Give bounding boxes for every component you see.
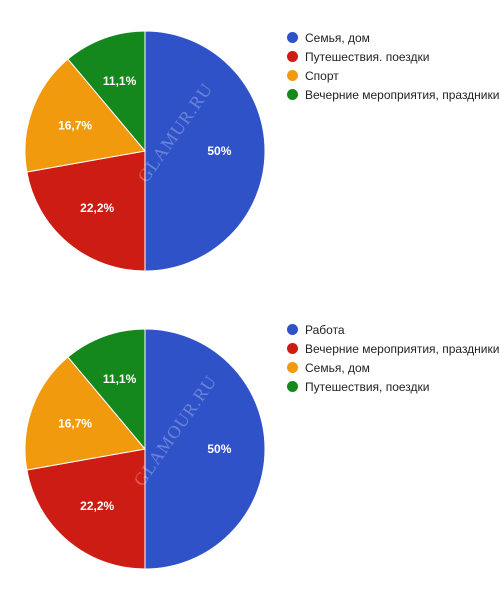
- legend-item-3: Семья, дом: [287, 358, 500, 377]
- pie-slice-2: [26, 150, 146, 272]
- legend-item-2: Путешествия. поездки: [287, 47, 500, 66]
- slice-value-label-3: 16,7%: [58, 119, 92, 133]
- legend-swatch-icon: [287, 324, 298, 335]
- slice-value-label-4: 11,1%: [103, 74, 137, 88]
- legend-swatch-icon: [287, 32, 298, 43]
- pie-slice-3: [24, 356, 146, 471]
- slice-value-label-3: 16,7%: [58, 417, 92, 431]
- pie-slice-2: [26, 448, 146, 570]
- legend-swatch-icon: [287, 70, 298, 81]
- legend-label: Спорт: [305, 68, 339, 83]
- legend-swatch-icon: [287, 381, 298, 392]
- legend-label: Семья, дом: [305, 360, 370, 375]
- slice-value-label-1: 50%: [207, 144, 231, 158]
- legend-swatch-icon: [287, 343, 298, 354]
- slice-value-label-2: 22,2%: [80, 499, 114, 513]
- pie-slice-1: [144, 328, 266, 570]
- legend-label: Путешествия. поездки: [305, 49, 430, 64]
- pie-slice-4: [67, 328, 146, 451]
- legend-swatch-icon: [287, 89, 298, 100]
- pie-chart-1-legend: Семья, дом Путешествия. поездки Спорт Вечер…: [287, 28, 500, 104]
- pie-chart-2-legend: Работа Вечерние мероприятия, праздники Сем…: [287, 320, 500, 396]
- legend-label: Вечерние мероприятия, праздники: [305, 341, 500, 356]
- legend-label: Вечерние мероприятия, праздники: [305, 87, 500, 102]
- legend-label: Работа: [305, 322, 345, 337]
- legend-label: Семья, дом: [305, 30, 370, 45]
- legend-item-3: Спорт: [287, 66, 500, 85]
- slice-value-label-1: 50%: [207, 442, 231, 456]
- legend-item-1: Семья, дом: [287, 28, 500, 47]
- pie-chart-2: GLAMOUR.RU 50% 22,2% 16,7% 11,1% Работа Вечер…: [0, 298, 500, 596]
- legend-item-4: Вечерние мероприятия, праздники: [287, 85, 500, 104]
- pie-slice-1: [144, 30, 266, 272]
- slice-value-label-4: 11,1%: [103, 372, 137, 386]
- legend-item-2: Вечерние мероприятия, праздники: [287, 339, 500, 358]
- legend-item-1: Работа: [287, 320, 500, 339]
- legend-swatch-icon: [287, 362, 298, 373]
- legend-item-4: Путешествия, поездки: [287, 377, 500, 396]
- pie-slice-4: [67, 30, 146, 153]
- legend-label: Путешествия, поездки: [305, 379, 430, 394]
- pie-slice-3: [24, 58, 146, 173]
- pie-chart-1: GLAMUR.RU 50% 22,2% 16,7% 11,1% Семья, дом Пу…: [24, 28, 500, 272]
- legend-swatch-icon: [287, 51, 298, 62]
- slice-value-label-2: 22,2%: [80, 201, 114, 215]
